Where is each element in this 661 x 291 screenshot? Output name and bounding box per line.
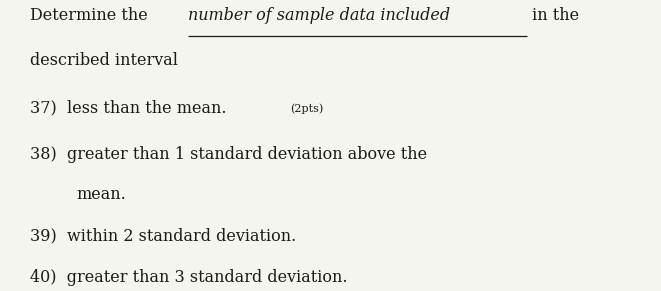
Text: 37)  less than the mean.: 37) less than the mean. <box>30 99 231 116</box>
Text: Determine the: Determine the <box>30 7 153 24</box>
Text: in the: in the <box>527 7 578 24</box>
Text: 38)  greater than 1 standard deviation above the: 38) greater than 1 standard deviation ab… <box>30 146 427 163</box>
Text: 39)  within 2 standard deviation.: 39) within 2 standard deviation. <box>30 227 296 244</box>
Text: described interval: described interval <box>30 52 178 70</box>
Text: (2pts): (2pts) <box>290 104 323 114</box>
Text: number of sample data included: number of sample data included <box>188 7 450 24</box>
Text: 40)  greater than 3 standard deviation.: 40) greater than 3 standard deviation. <box>30 269 347 286</box>
Text: mean.: mean. <box>76 186 126 203</box>
